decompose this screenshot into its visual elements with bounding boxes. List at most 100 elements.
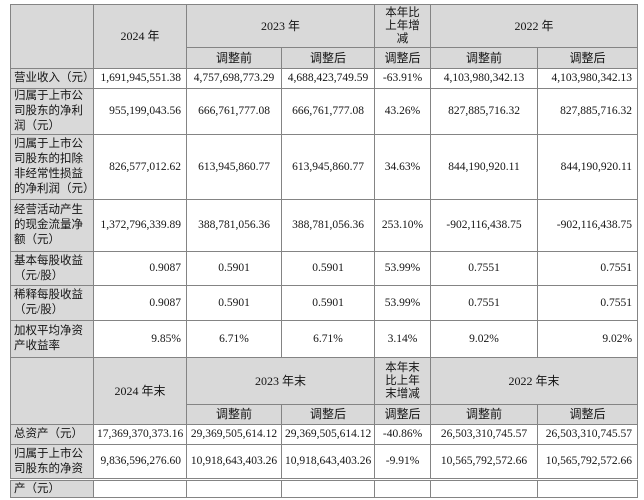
header-2023-before: 调整前: [186, 47, 282, 69]
value-2024: 0.9087: [93, 285, 187, 321]
header-2024-end: 2024 年末: [93, 357, 187, 425]
financial-summary-table: 2024 年 2023 年 本年比 上年增 减 2022 年 调整前 调整后 调…: [10, 4, 639, 479]
header-2023-end: 2023 年末: [185, 357, 376, 405]
value-2024: 17,369,370,373.16: [93, 424, 187, 445]
value-2023-before: 0.5901: [186, 251, 282, 286]
value-2022-before: 844,190,920.11: [430, 134, 539, 200]
value-2023-after: 666,761,777.08: [280, 88, 376, 135]
header-row-adjust: 调整前 调整后 调整后 调整前 调整后: [11, 47, 639, 69]
row-label: 基本每股收益 （元/股）: [10, 251, 94, 286]
row-label-continued: 产（元）: [10, 480, 94, 498]
value-2023-before: 6.71%: [186, 320, 282, 358]
value-change: 53.99%: [374, 251, 432, 286]
header-row-years: 2024 年 2023 年 本年比 上年增 减 2022 年: [10, 4, 639, 69]
value-change: 3.14%: [374, 320, 432, 358]
value-2023-after: 6.71%: [280, 320, 376, 358]
value-2022-after: -902,116,438.75: [537, 199, 639, 252]
value-2024: 955,199,043.56: [93, 88, 187, 135]
corner-cell: [10, 357, 94, 425]
value-2022-before: 10,565,792,572.66: [430, 444, 539, 479]
header-2023: 2023 年: [185, 4, 376, 48]
row-label: 加权平均净资 产收益率: [10, 320, 94, 358]
header-2022-end: 2022 年末: [430, 357, 639, 405]
empty-cell: [281, 480, 375, 498]
value-change: 34.63%: [374, 134, 432, 200]
value-2022-after: 10,565,792,572.66: [537, 444, 639, 479]
value-2022-before: 4,103,980,342.13: [430, 68, 539, 89]
value-2023-before: 4,757,698,773.29: [186, 68, 282, 89]
value-change: 253.10%: [374, 199, 432, 252]
value-2022-after: 9.02%: [537, 320, 639, 358]
value-2023-before: 613,945,860.77: [186, 134, 282, 200]
value-2022-before: 827,885,716.32: [430, 88, 539, 135]
header-2023-end-after: 调整后: [280, 404, 376, 425]
value-2022-before: 0.7551: [430, 251, 539, 286]
value-2022-before: 26,503,310,745.57: [430, 424, 539, 445]
value-2023-before: 0.5901: [186, 285, 282, 321]
value-2023-after: 388,781,056.36: [280, 199, 376, 252]
value-2024: 9,836,596,276.60: [93, 444, 187, 479]
empty-cell: [374, 480, 431, 498]
value-2024: 9.85%: [93, 320, 187, 358]
value-change: -9.91%: [374, 444, 432, 479]
value-2022-before: -902,116,438.75: [430, 199, 539, 252]
header-yoy-change: 本年比 上年增 减: [374, 4, 432, 48]
header-2022-end-before: 调整前: [430, 404, 539, 425]
header-2023-after: 调整后: [280, 47, 376, 69]
value-2023-before: 10,918,643,403.26: [186, 444, 282, 479]
header-2023-end-before: 调整前: [186, 404, 282, 425]
table-row-net-assets: 归属于上市公 司股东的净资 9,836,596,276.60 10,918,64…: [10, 444, 639, 479]
header-change-after: 调整后: [374, 47, 432, 69]
row-label: 总资产（元）: [10, 424, 94, 445]
corner-cell: [10, 4, 94, 69]
value-2022-after: 844,190,920.11: [537, 134, 639, 200]
table-row-net-profit: 归属于上市公 司股东的净利 润（元） 955,199,043.56 666,76…: [10, 88, 639, 135]
row-label: 归属于上市公 司股东的扣除 非经常性损益 的净利润（元）: [10, 134, 94, 200]
value-2023-after: 0.5901: [280, 251, 376, 286]
empty-cell: [186, 480, 282, 498]
value-2022-after: 4,103,980,342.13: [537, 68, 639, 89]
empty-cell: [430, 480, 538, 498]
value-2023-before: 666,761,777.08: [186, 88, 282, 135]
header-2022-before: 调整前: [430, 47, 539, 69]
empty-cell: [93, 480, 187, 498]
value-2022-before: 0.7551: [430, 285, 539, 321]
header-2022-end-after: 调整后: [537, 404, 639, 425]
table-row-deducted-net-profit: 归属于上市公 司股东的扣除 非经常性损益 的净利润（元） 826,577,012…: [10, 134, 639, 200]
value-2023-after: 29,369,505,614.12: [280, 424, 376, 445]
value-2022-after: 26,503,310,745.57: [537, 424, 639, 445]
value-2022-after: 0.7551: [537, 251, 639, 286]
value-2023-before: 388,781,056.36: [186, 199, 282, 252]
value-2023-after: 4,688,423,749.59: [280, 68, 376, 89]
table-row-revenue: 营业收入（元） 1,691,945,551.38 4,757,698,773.2…: [10, 68, 639, 89]
header-2022: 2022 年: [430, 4, 639, 48]
row-label: 归属于上市公 司股东的净资: [10, 444, 94, 479]
value-2023-after: 613,945,860.77: [280, 134, 376, 200]
row-label: 稀释每股收益 （元/股）: [10, 285, 94, 321]
table-row-weighted-roe: 加权平均净资 产收益率 9.85% 6.71% 6.71% 3.14% 9.02…: [10, 320, 639, 358]
value-2024: 0.9087: [93, 251, 187, 286]
value-2024: 1,372,796,339.89: [93, 199, 187, 252]
value-2023-after: 10,918,643,403.26: [280, 444, 376, 479]
empty-cell: [537, 480, 638, 498]
value-change: -40.86%: [374, 424, 432, 445]
value-2022-after: 827,885,716.32: [537, 88, 639, 135]
header-yearend-change: 本年末 比上年 末增减: [374, 357, 432, 405]
value-change: -63.91%: [374, 68, 432, 89]
header-change-after-2: 调整后: [374, 404, 432, 425]
table-row-basic-eps: 基本每股收益 （元/股） 0.9087 0.5901 0.5901 53.99%…: [10, 251, 639, 286]
table-row-net-assets-continued: 产（元）: [10, 480, 638, 498]
table-row-operating-cash-flow: 经营活动产生 的现金流量净 额（元） 1,372,796,339.89 388,…: [10, 199, 639, 252]
value-2023-after: 0.5901: [280, 285, 376, 321]
row-label: 经营活动产生 的现金流量净 额（元）: [10, 199, 94, 252]
header-2022-after: 调整后: [537, 47, 639, 69]
value-2023-before: 29,369,505,614.12: [186, 424, 282, 445]
value-2022-after: 0.7551: [537, 285, 639, 321]
table-row-diluted-eps: 稀释每股收益 （元/股） 0.9087 0.5901 0.5901 53.99%…: [10, 285, 639, 321]
table-continuation-fragment: 产（元）: [10, 480, 638, 498]
value-2024: 826,577,012.62: [93, 134, 187, 200]
header-2024: 2024 年: [93, 4, 187, 69]
row-label: 营业收入（元）: [10, 68, 94, 89]
value-2024: 1,691,945,551.38: [93, 68, 187, 89]
